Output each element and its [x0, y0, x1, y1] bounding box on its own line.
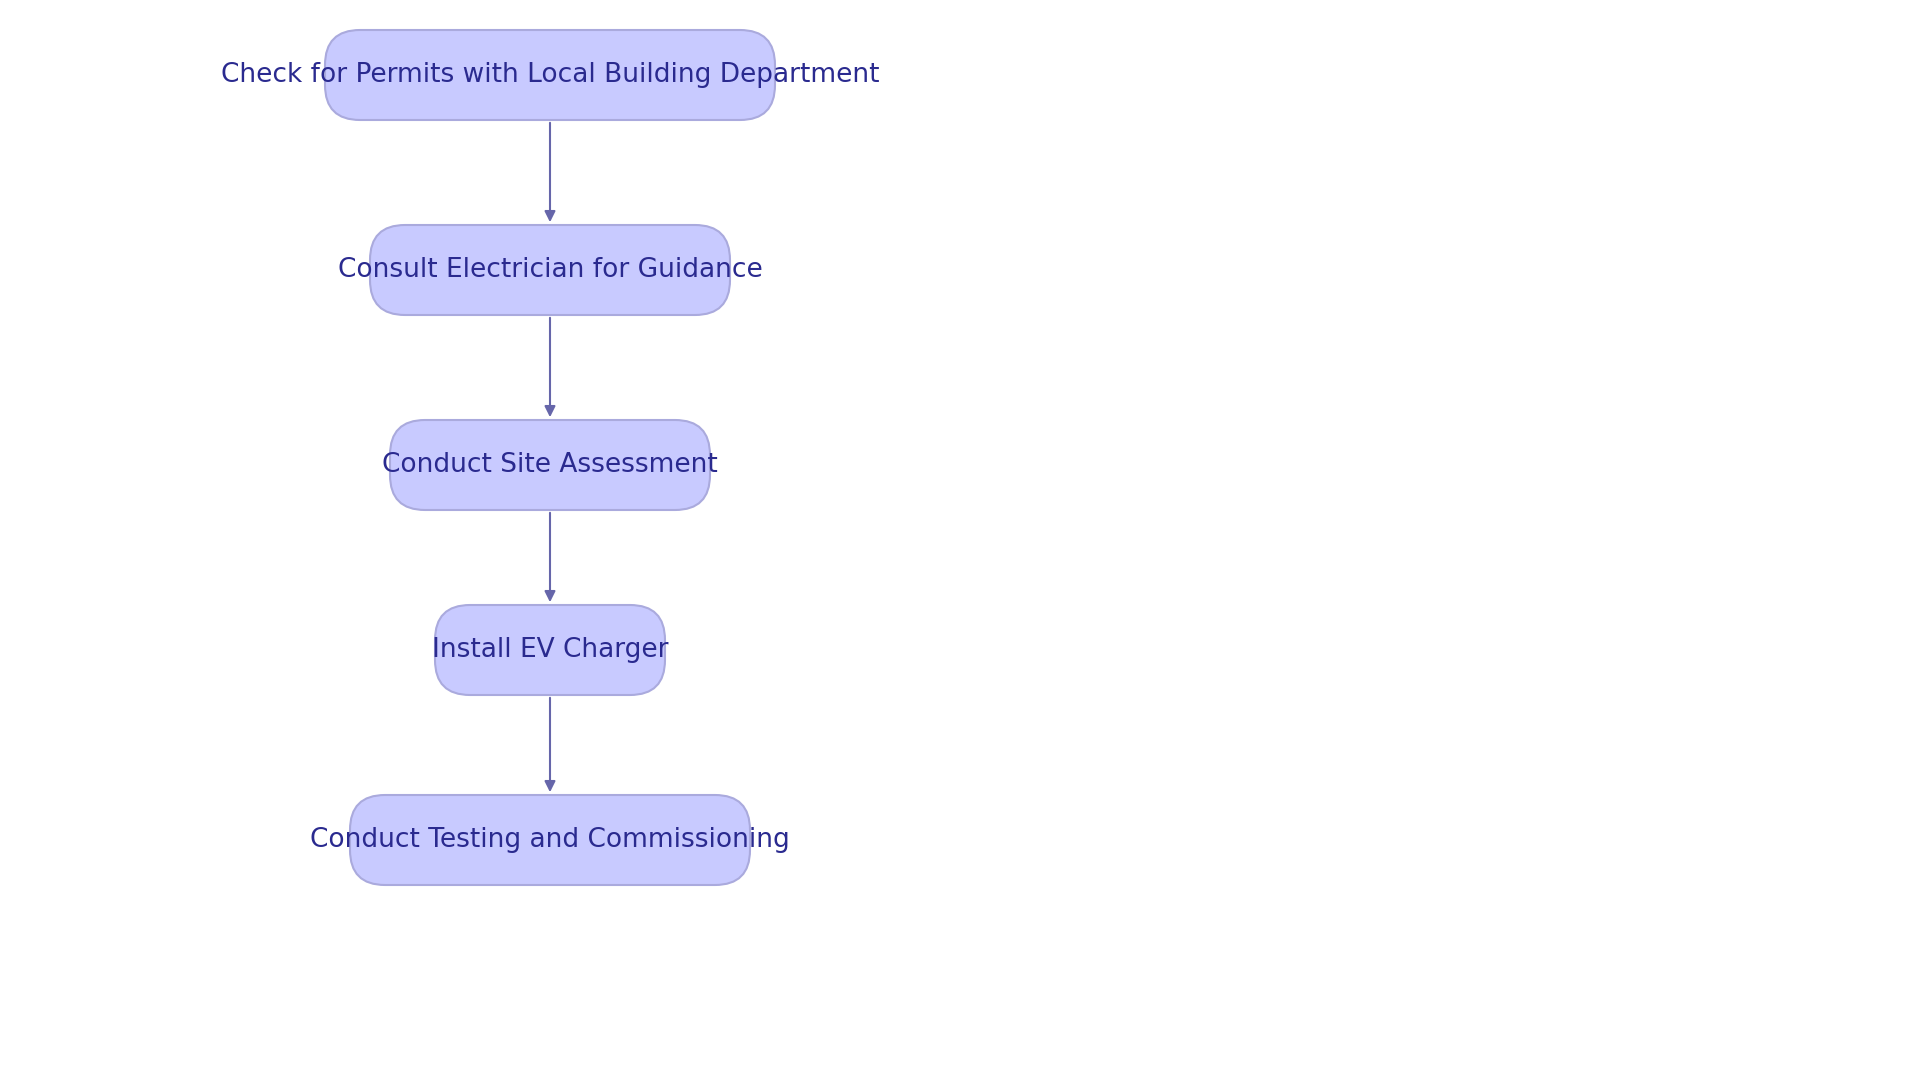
Text: Consult Electrician for Guidance: Consult Electrician for Guidance [338, 257, 762, 283]
Text: Check for Permits with Local Building Department: Check for Permits with Local Building De… [221, 62, 879, 88]
FancyBboxPatch shape [371, 225, 730, 315]
FancyBboxPatch shape [324, 30, 776, 120]
FancyBboxPatch shape [349, 795, 751, 885]
FancyBboxPatch shape [436, 605, 664, 695]
Text: Conduct Testing and Commissioning: Conduct Testing and Commissioning [311, 827, 789, 853]
FancyBboxPatch shape [390, 420, 710, 510]
Text: Install EV Charger: Install EV Charger [432, 637, 668, 663]
Text: Conduct Site Assessment: Conduct Site Assessment [382, 452, 718, 478]
